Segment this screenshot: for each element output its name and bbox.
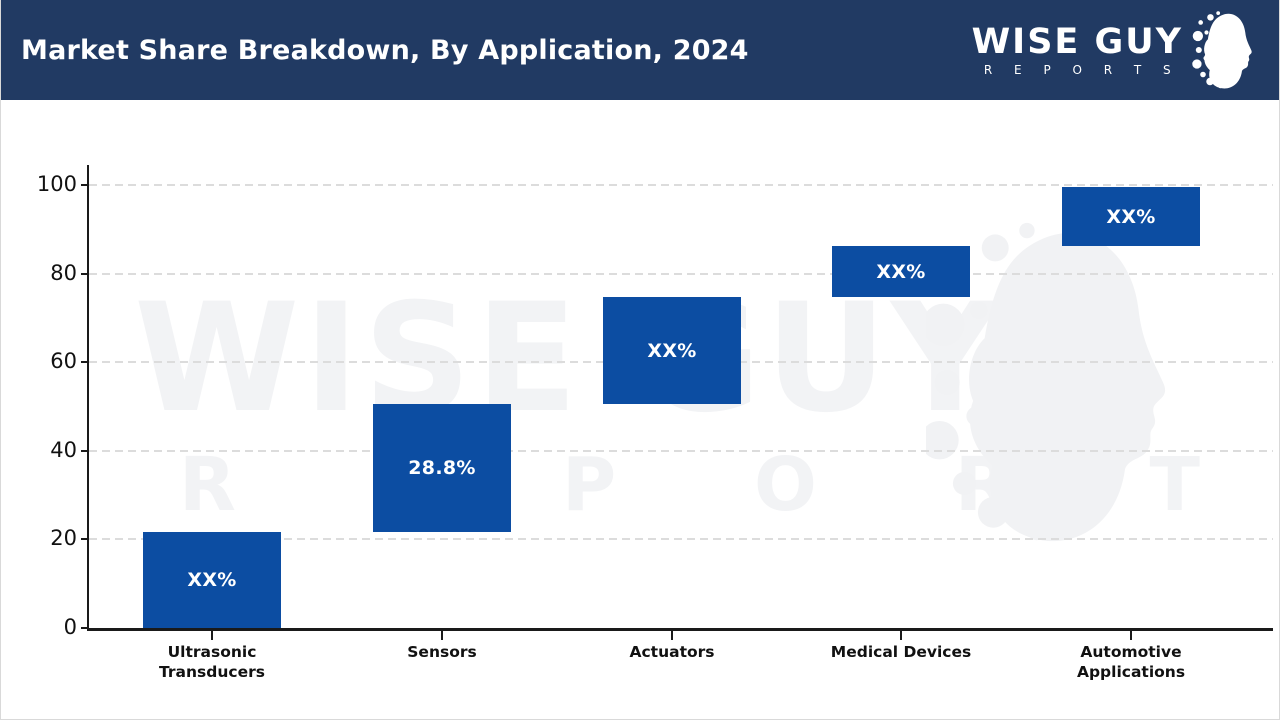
y-tick-label: 100 <box>36 172 77 197</box>
x-axis-tick <box>671 631 673 640</box>
x-axis <box>87 628 1273 631</box>
bar-segment: XX% <box>143 531 281 628</box>
x-tick-label: Ultrasonic Transducers <box>159 643 265 682</box>
x-tick-label: Sensors <box>407 643 477 661</box>
bar-value-label: XX% <box>876 260 926 283</box>
brand-logo-text: WISE GUY R E P O R T S <box>971 21 1183 77</box>
bar-value-label: 28.8% <box>408 457 476 480</box>
y-axis-tick <box>81 627 89 629</box>
y-tick-label: 0 <box>63 615 77 639</box>
bar-segment: XX% <box>603 297 741 405</box>
x-tick-label: Medical Devices <box>830 643 972 661</box>
x-axis-tick <box>1130 631 1132 640</box>
bar-value-label: XX% <box>1106 205 1156 228</box>
bar-segment: XX% <box>832 246 970 298</box>
x-tick-label: Actuators <box>629 643 715 661</box>
y-axis-tick <box>81 184 89 187</box>
gridline <box>89 272 1273 275</box>
page-title: Market Share Breakdown, By Application, … <box>21 34 749 66</box>
y-tick-label: 60 <box>50 349 77 374</box>
x-tick-label: Automotive Applications <box>1076 643 1186 682</box>
watermark-text: WISE GUY <box>134 272 1004 446</box>
y-tick-label: 20 <box>50 526 77 551</box>
brand-logo: WISE GUY R E P O R T S <box>972 8 1263 92</box>
x-axis-tick <box>211 631 213 640</box>
y-axis-tick <box>81 449 89 452</box>
brand-name: WISE GUY <box>971 21 1183 62</box>
y-axis-tick <box>81 272 89 275</box>
y-tick-label: 80 <box>50 260 77 285</box>
bar-segment: XX% <box>1062 186 1200 247</box>
bar-segment: 28.8% <box>373 404 511 532</box>
y-axis-tick <box>81 361 89 364</box>
gridline <box>89 538 1273 541</box>
x-axis-tick <box>441 631 443 640</box>
gridline <box>89 184 1273 187</box>
x-axis-tick <box>900 631 902 640</box>
gridline <box>89 449 1273 452</box>
report-header: Market Share Breakdown, By Application, … <box>1 0 1279 100</box>
y-axis-tick <box>81 538 89 541</box>
bar-value-label: XX% <box>187 568 237 591</box>
y-tick-label: 40 <box>50 437 77 462</box>
brand-subtitle: R E P O R T S <box>983 62 1180 77</box>
y-axis <box>87 165 89 630</box>
bar-value-label: XX% <box>647 339 697 362</box>
